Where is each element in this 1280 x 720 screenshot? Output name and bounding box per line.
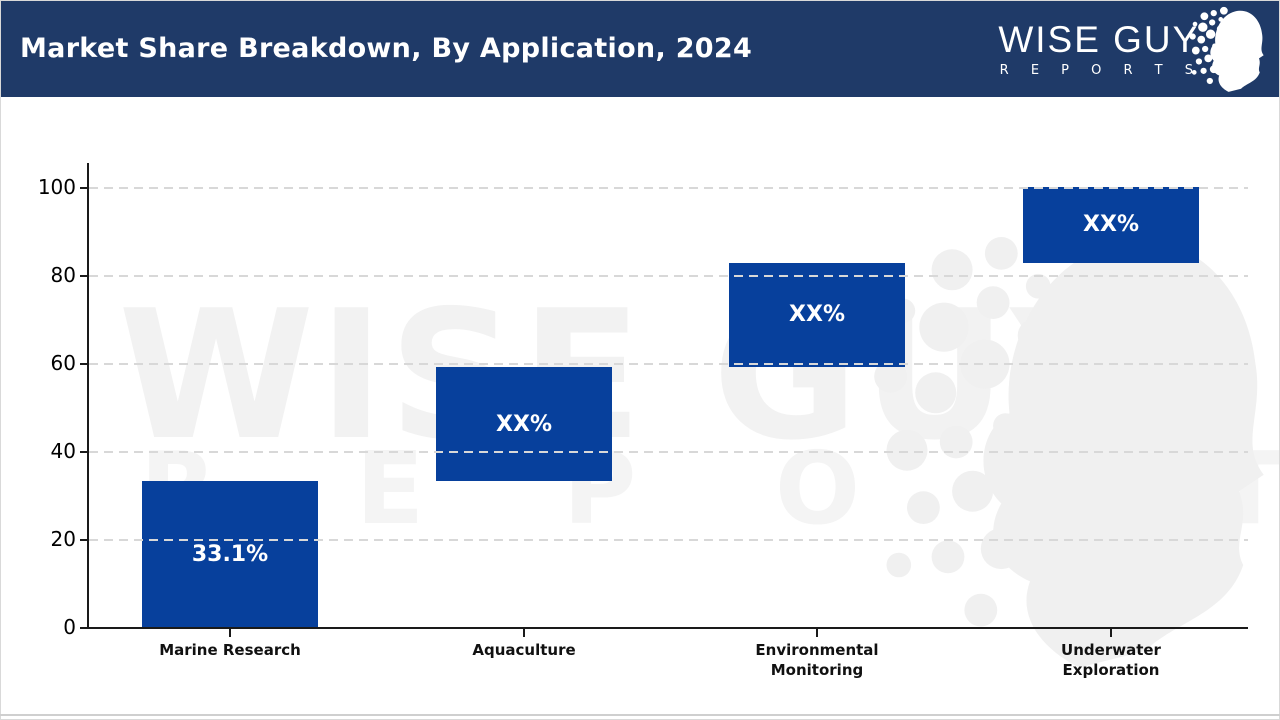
logo-wordmark: WISE GUY bbox=[998, 18, 1200, 60]
bottom-divider bbox=[0, 714, 1280, 716]
y-tick-label-100: 100 bbox=[37, 175, 76, 199]
logo-head-icon bbox=[1189, 6, 1264, 92]
x-category-label: Environmental Monitoring bbox=[755, 641, 879, 679]
y-tick-mark-20 bbox=[80, 539, 88, 541]
gridline-100 bbox=[89, 187, 1248, 189]
y-tick-mark-80 bbox=[80, 275, 88, 277]
y-tick-label-40: 40 bbox=[50, 439, 76, 463]
bar-value-label: XX% bbox=[1083, 212, 1139, 238]
y-tick-label-60: 60 bbox=[50, 351, 76, 375]
x-tick-mark bbox=[1110, 629, 1112, 637]
y-tick-label-0: 0 bbox=[63, 615, 76, 639]
y-tick-label-80: 80 bbox=[50, 263, 76, 287]
y-tick-mark-40 bbox=[80, 451, 88, 453]
y-tick-mark-100 bbox=[80, 187, 88, 189]
bar-segment: XX% bbox=[436, 366, 612, 482]
y-tick-mark-60 bbox=[80, 363, 88, 365]
bar-value-label: XX% bbox=[789, 302, 845, 328]
bar-segment: XX% bbox=[1023, 187, 1199, 263]
y-axis-line bbox=[87, 163, 89, 628]
x-tick-mark bbox=[523, 629, 525, 637]
y-tick-mark-0 bbox=[80, 627, 88, 629]
gridline-40 bbox=[89, 451, 1248, 453]
gridline-80 bbox=[89, 275, 1248, 277]
gridline-20 bbox=[89, 539, 1248, 541]
bar-segment: 33.1% bbox=[142, 481, 318, 627]
gridline-60 bbox=[89, 363, 1248, 365]
x-category-label: Marine Research bbox=[159, 641, 301, 659]
x-category-label: Underwater Exploration bbox=[1061, 641, 1161, 679]
logo-subtitle: R E P O R T S bbox=[999, 62, 1202, 78]
bar-value-label: 33.1% bbox=[191, 541, 269, 567]
x-tick-mark bbox=[229, 629, 231, 637]
y-tick-label-20: 20 bbox=[50, 527, 76, 551]
x-category-label: Aquaculture bbox=[472, 641, 576, 659]
wise-guy-reports-logo: WISE GUY R E P O R T S bbox=[996, 6, 1280, 92]
header: Market Share Breakdown, By Application, … bbox=[0, 0, 1280, 97]
page-title: Market Share Breakdown, By Application, … bbox=[20, 33, 753, 64]
x-axis-line bbox=[87, 627, 1248, 629]
x-tick-mark bbox=[816, 629, 818, 637]
bar-value-label: XX% bbox=[496, 411, 552, 437]
bar-segment: XX% bbox=[729, 262, 905, 367]
